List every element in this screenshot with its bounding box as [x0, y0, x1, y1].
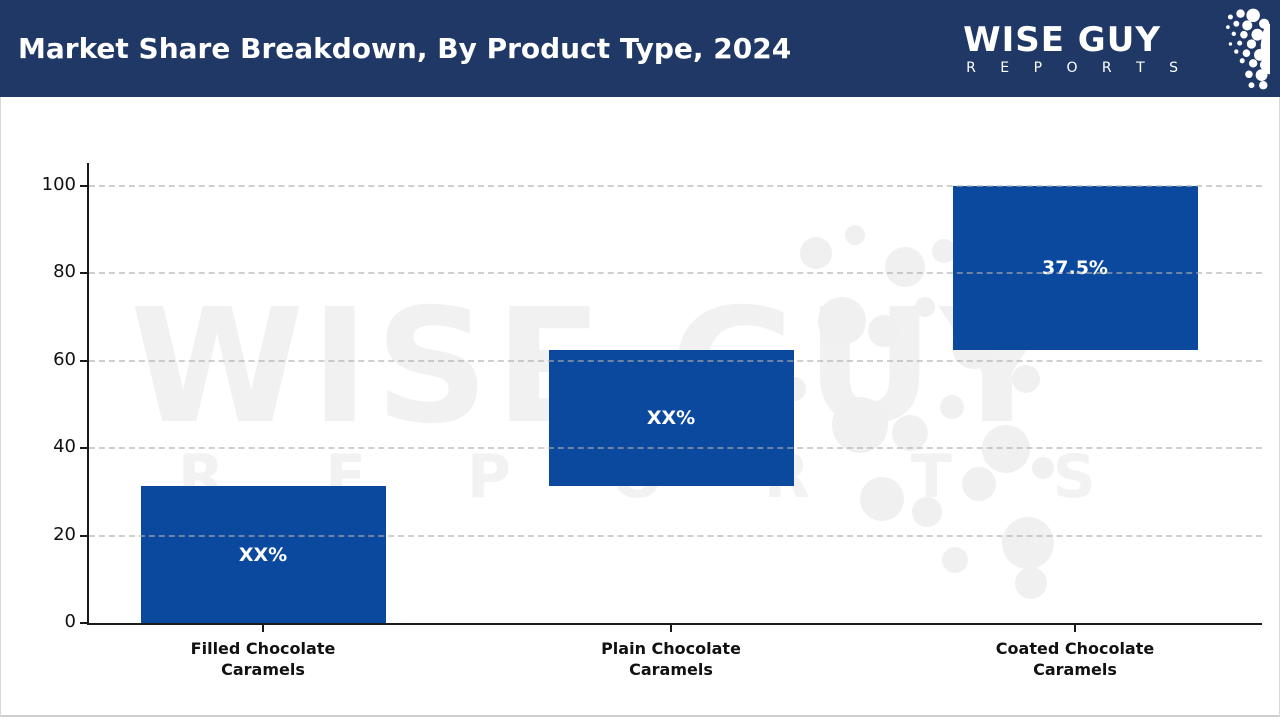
y-tick-label: 100 [41, 174, 76, 195]
y-tick-mark [80, 534, 87, 537]
x-tick-label-line: Caramels [629, 660, 713, 679]
bar-value-label: 37.5% [1042, 256, 1108, 279]
watermark-dot [1002, 517, 1054, 569]
gridline [89, 272, 1262, 275]
y-tick-label: 80 [53, 261, 76, 283]
watermark-dot [940, 395, 964, 419]
x-tick-label-line: Filled Chocolate [190, 639, 336, 658]
x-axis-line [87, 623, 1262, 625]
bar-value-label: XX% [646, 407, 696, 430]
x-tick-mark [670, 625, 672, 632]
x-tick-label: Coated Chocolate Caramels [925, 638, 1225, 680]
page-title: Market Share Breakdown, By Product Type,… [18, 32, 792, 65]
watermark-dot [1012, 365, 1040, 393]
bar: XX% [548, 349, 794, 487]
watermark-dot [932, 239, 956, 263]
watermark-dot [962, 467, 996, 501]
y-tick-mark [80, 272, 87, 275]
x-tick-label: Plain Chocolate Caramels [521, 638, 821, 680]
watermark-dot [942, 547, 968, 573]
logo-wordmark: WISE GUY [963, 20, 1161, 60]
logo-subtitle: R E P O R T S [966, 60, 1188, 76]
y-tick-mark [80, 447, 87, 450]
bar-value-label: XX% [238, 543, 288, 566]
x-tick-label-line: Caramels [221, 660, 305, 679]
x-tick-label-line: Coated Chocolate [995, 639, 1155, 658]
bar: XX% [140, 486, 386, 623]
bar: 37.5% [952, 186, 1198, 350]
header-band: Market Share Breakdown, By Product Type,… [0, 0, 1280, 97]
logo-text: WISE GUY R E P O R T S [963, 22, 1188, 76]
y-axis-line [87, 163, 89, 625]
y-tick-mark [80, 185, 87, 187]
watermark-dot [1032, 457, 1054, 479]
watermark-dot [868, 315, 900, 347]
watermark-dot [915, 297, 935, 317]
watermark-dot [1015, 567, 1047, 599]
x-tick-mark [1074, 625, 1076, 632]
dotted-face-profile-icon [1226, 8, 1270, 90]
y-tick-label: 60 [53, 348, 76, 370]
watermark-dot [860, 477, 904, 521]
gridline [89, 185, 1262, 187]
watermark-dot [845, 225, 865, 245]
watermark-dot [832, 397, 888, 453]
gridline [89, 447, 1262, 450]
gridline [89, 534, 1262, 537]
x-tick-label: Filled Chocolate Caramels [113, 638, 413, 680]
watermark-dot [892, 415, 928, 451]
watermark-dot [800, 237, 832, 269]
wise-guy-logo: WISE GUY R E P O R T S [963, 4, 1270, 94]
watermark-dot [885, 247, 925, 287]
gridline [89, 359, 1262, 362]
x-tick-mark [262, 625, 264, 632]
y-tick-label: 0 [64, 611, 76, 632]
y-tick-mark [80, 622, 87, 624]
y-tick-label: 40 [53, 436, 76, 458]
watermark-dot [912, 497, 942, 527]
y-tick-mark [80, 359, 87, 362]
y-tick-label: 20 [53, 523, 76, 545]
watermark-dot [818, 297, 866, 345]
x-tick-label-line: Caramels [1033, 660, 1117, 679]
x-tick-label-line: Plain Chocolate [601, 639, 741, 658]
